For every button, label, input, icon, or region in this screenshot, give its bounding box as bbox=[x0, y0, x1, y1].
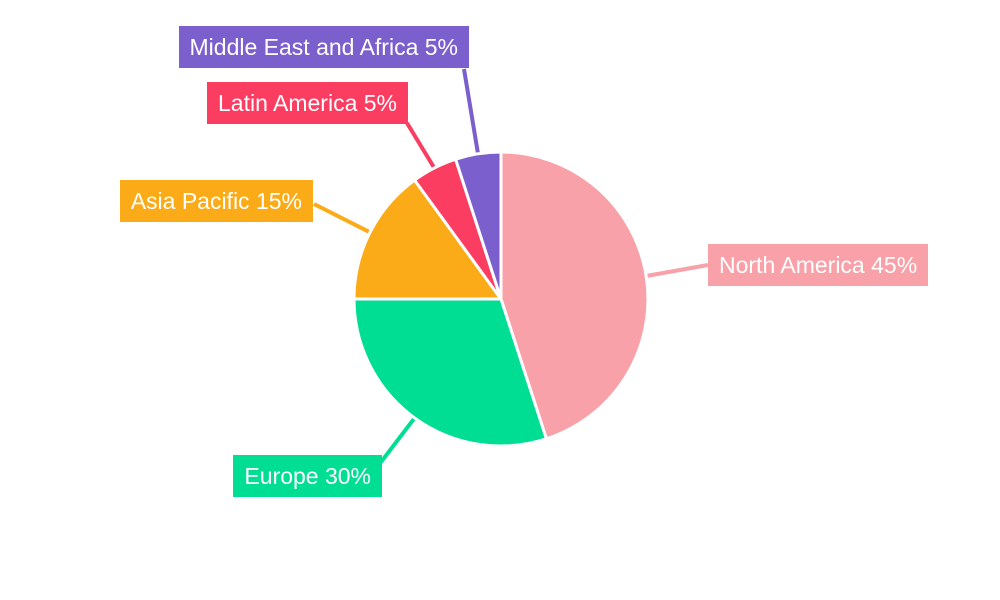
pie-slice-north-america[interactable] bbox=[499, 150, 650, 441]
slice-label-middle-east-africa: Middle East and Africa 5% bbox=[178, 26, 469, 68]
leader-line-europe bbox=[379, 416, 417, 464]
slice-label-europe: Europe 30% bbox=[233, 455, 382, 497]
pie-slice-asia-pacific[interactable] bbox=[352, 178, 503, 301]
leader-line-middle-east-africa bbox=[462, 68, 480, 155]
leader-lines bbox=[313, 68, 709, 464]
leader-line-north-america bbox=[645, 263, 709, 278]
pie-slice-middle-east-africa[interactable] bbox=[454, 150, 503, 301]
pie-slice-europe[interactable] bbox=[352, 297, 548, 448]
leader-line-asia-pacific bbox=[313, 202, 371, 235]
pie-slices bbox=[352, 150, 650, 448]
slice-label-north-america: North America 45% bbox=[708, 244, 929, 286]
slice-label-asia-pacific: Asia Pacific 15% bbox=[119, 180, 313, 222]
leader-line-latin-america bbox=[405, 121, 437, 170]
slice-label-latin-america: Latin America 5% bbox=[207, 82, 408, 124]
